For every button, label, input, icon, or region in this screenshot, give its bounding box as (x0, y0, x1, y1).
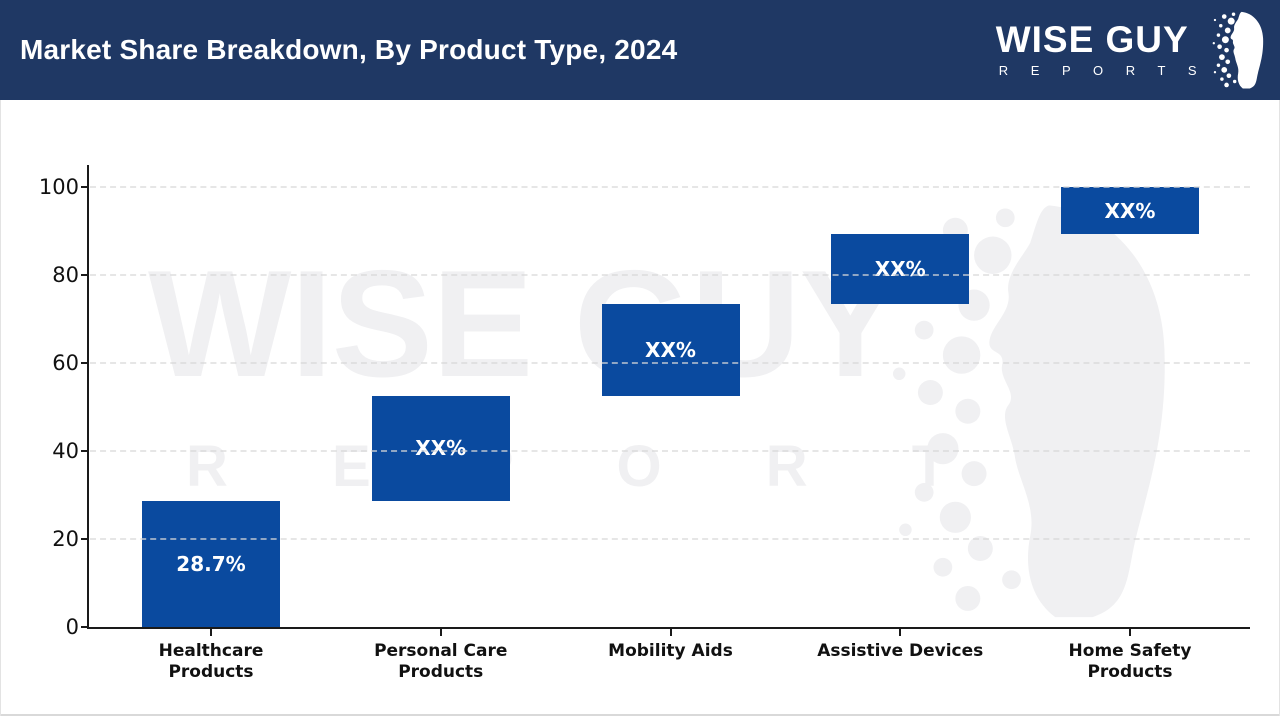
y-tick-mark (81, 186, 89, 188)
bar-value-label: XX% (645, 337, 696, 362)
bar-value-label: XX% (415, 436, 467, 461)
gridline (90, 450, 1250, 452)
y-tick-label: 60 (52, 351, 79, 375)
y-axis-line (87, 165, 89, 629)
x-tick-mark (669, 629, 672, 636)
gridline (90, 362, 1250, 364)
x-tick-mark (210, 629, 212, 636)
wiseguy-logo: WISE GUY R E P O R T S (996, 8, 1266, 90)
logo-wordmark-line2: R E P O R T S (998, 62, 1206, 78)
x-tick-label: Mobility Aids (608, 641, 733, 661)
y-tick-label: 20 (52, 527, 79, 551)
dot-head-logo-icon (1212, 11, 1264, 89)
bar: XX% (371, 395, 510, 501)
bar: XX% (601, 303, 740, 396)
logo-wordmark-line1: WISE GUY (995, 18, 1189, 60)
y-tick-label: 0 (65, 615, 79, 639)
bar: XX% (831, 234, 970, 304)
left-border (0, 100, 1, 716)
x-tick-label: Personal Care Products (374, 641, 508, 682)
watermark-wordmark: WISE GUY (148, 239, 901, 409)
x-tick-label: Home Safety Products (1068, 641, 1192, 682)
gridline (90, 274, 1250, 276)
bar: 28.7% (142, 500, 280, 627)
page-title: Market Share Breakdown, By Product Type,… (20, 34, 678, 65)
x-tick-mark (899, 629, 902, 636)
y-tick-mark (81, 362, 89, 364)
bar-value-label: XX% (874, 256, 926, 281)
gridline (90, 186, 1250, 188)
x-tick-mark (439, 629, 442, 636)
y-tick-mark (81, 538, 89, 540)
y-tick-label: 80 (52, 263, 79, 287)
logo-wordmark: WISE GUY R E P O R T S (996, 21, 1206, 78)
bar-value-label: 28.7% (176, 551, 246, 576)
x-tick-label: Assistive Devices (817, 641, 984, 661)
bar-value-label: XX% (1104, 198, 1156, 223)
bottom-border (0, 714, 1280, 716)
x-axis-line (87, 627, 1250, 629)
y-tick-label: 40 (52, 439, 79, 463)
y-tick-label: 100 (38, 175, 79, 199)
x-tick-label: Healthcare Products (158, 641, 264, 682)
y-tick-mark (81, 450, 89, 452)
x-tick-mark (1129, 629, 1131, 636)
bar: XX% (1061, 187, 1199, 235)
y-tick-mark (81, 274, 89, 276)
gridline (90, 538, 1250, 540)
header: Market Share Breakdown, By Product Type,… (0, 0, 1280, 100)
y-tick-mark (81, 626, 89, 628)
